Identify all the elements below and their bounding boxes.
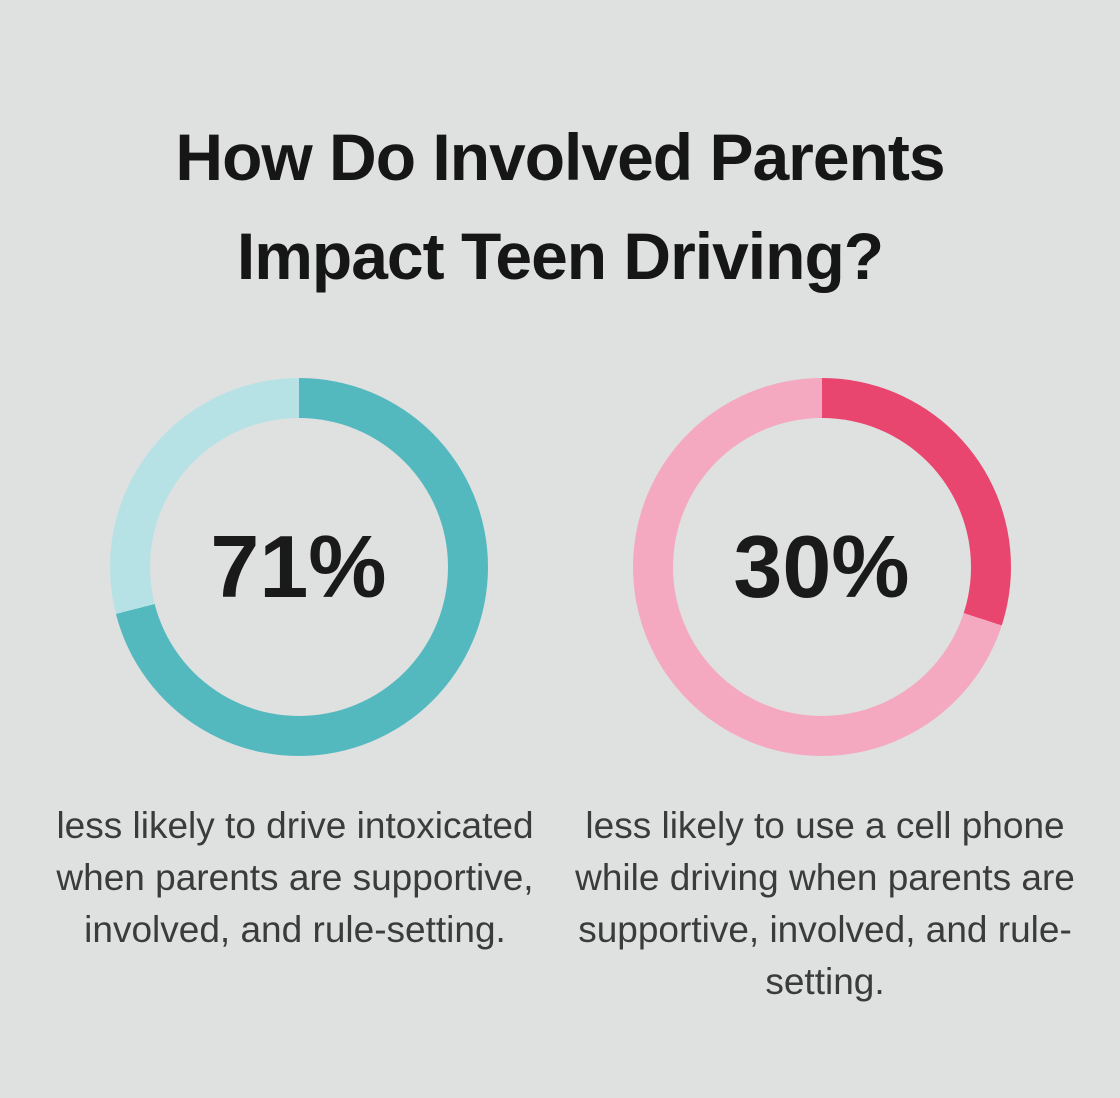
donut-hole: 71% — [149, 418, 448, 716]
donut-chart-drive-intoxicated: 71% — [109, 378, 488, 756]
donut-chart-row: 71% 30% — [0, 378, 1120, 756]
donut-hole: 30% — [672, 418, 971, 716]
percent-label: 71% — [210, 517, 387, 616]
percent-label: 30% — [733, 517, 910, 616]
caption-cell-phone: less likely to use a cell phone while dr… — [575, 805, 1075, 1002]
caption-row: less likely to drive intoxicated when pa… — [0, 800, 1120, 1008]
donut-chart-cell-phone: 30% — [632, 378, 1011, 756]
caption-drive-intoxicated: less likely to drive intoxicated when pa… — [56, 805, 534, 950]
page-title: How Do Involved Parents Impact Teen Driv… — [175, 120, 945, 293]
